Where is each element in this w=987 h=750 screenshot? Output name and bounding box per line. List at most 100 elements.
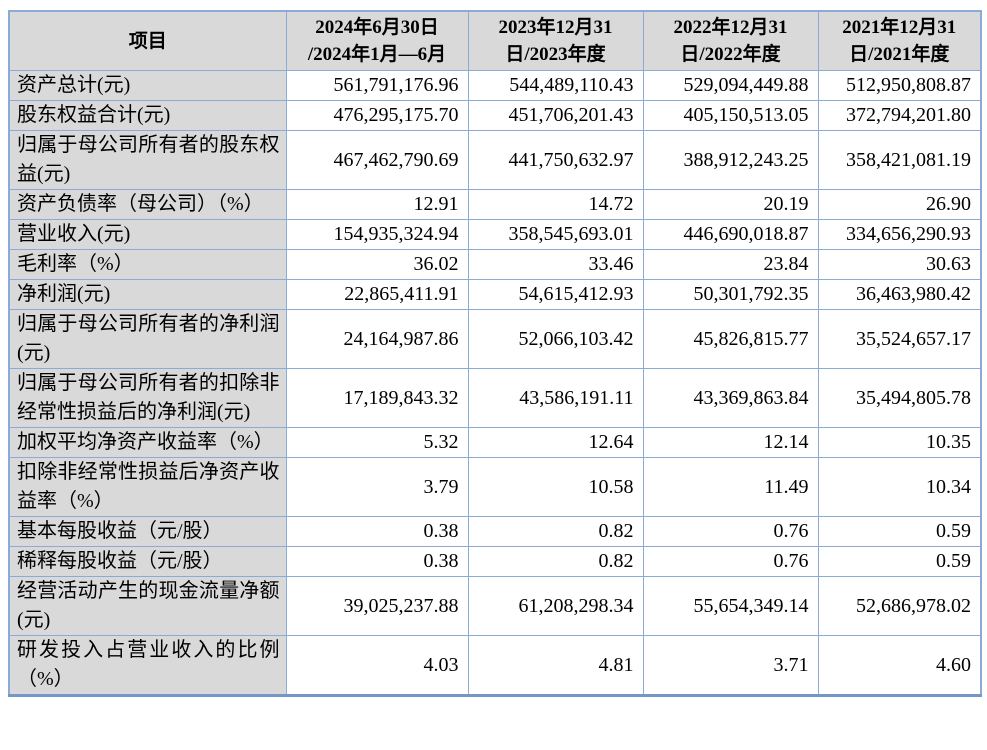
table-row: 归属于母公司所有者的净利润(元) 24,164,987.86 52,066,10… <box>8 309 982 369</box>
row-label: 稀释每股收益（元/股） <box>8 546 287 577</box>
row-label: 经营活动产生的现金流量净额(元) <box>8 576 287 636</box>
row-label: 归属于母公司所有者的股东权益(元) <box>8 130 287 190</box>
table-row: 研发投入占营业收入的比例（%） 4.03 4.81 3.71 4.60 <box>8 635 982 696</box>
row-label: 扣除非经常性损益后净资产收益率（%） <box>8 457 287 517</box>
cell-value: 467,462,790.69 <box>285 130 469 190</box>
cell-value: 22,865,411.91 <box>285 279 469 310</box>
cell-value: 55,654,349.14 <box>642 576 819 636</box>
cell-value: 0.76 <box>642 516 819 547</box>
cell-value: 0.59 <box>817 546 982 577</box>
table-row: 毛利率（%） 36.02 33.46 23.84 30.63 <box>8 249 982 280</box>
cell-value: 451,706,201.43 <box>467 100 644 131</box>
cell-value: 35,524,657.17 <box>817 309 982 369</box>
cell-value: 43,586,191.11 <box>467 368 644 428</box>
cell-value: 36,463,980.42 <box>817 279 982 310</box>
cell-value: 33.46 <box>467 249 644 280</box>
cell-value: 4.81 <box>467 635 644 696</box>
table-header: 项目 2024年6月30日 /2024年1月—6月 2023年12月31 日/2… <box>8 10 982 71</box>
cell-value: 476,295,175.70 <box>285 100 469 131</box>
financial-summary-table: 项目 2024年6月30日 /2024年1月—6月 2023年12月31 日/2… <box>8 10 982 697</box>
row-label: 毛利率（%） <box>8 249 287 280</box>
row-label: 归属于母公司所有者的净利润(元) <box>8 309 287 369</box>
row-label: 营业收入(元) <box>8 219 287 250</box>
header-row: 项目 2024年6月30日 /2024年1月—6月 2023年12月31 日/2… <box>8 10 982 71</box>
table-row: 资产负债率（母公司）（%） 12.91 14.72 20.19 26.90 <box>8 189 982 220</box>
cell-value: 0.38 <box>285 516 469 547</box>
column-header-2024: 2024年6月30日 /2024年1月—6月 <box>285 10 469 71</box>
table-row: 净利润(元) 22,865,411.91 54,615,412.93 50,30… <box>8 279 982 310</box>
row-label: 基本每股收益（元/股） <box>8 516 287 547</box>
cell-value: 10.58 <box>467 457 644 517</box>
column-header-2022: 2022年12月31 日/2022年度 <box>642 10 819 71</box>
cell-value: 35,494,805.78 <box>817 368 982 428</box>
cell-value: 441,750,632.97 <box>467 130 644 190</box>
cell-value: 512,950,808.87 <box>817 70 982 101</box>
cell-value: 0.82 <box>467 516 644 547</box>
cell-value: 4.60 <box>817 635 982 696</box>
cell-value: 544,489,110.43 <box>467 70 644 101</box>
cell-value: 5.32 <box>285 427 469 458</box>
cell-value: 12.91 <box>285 189 469 220</box>
table-row: 基本每股收益（元/股） 0.38 0.82 0.76 0.59 <box>8 516 982 547</box>
column-header-item: 项目 <box>8 10 287 71</box>
cell-value: 372,794,201.80 <box>817 100 982 131</box>
cell-value: 23.84 <box>642 249 819 280</box>
column-header-2021: 2021年12月31 日/2021年度 <box>817 10 982 71</box>
table-row: 加权平均净资产收益率（%） 5.32 12.64 12.14 10.35 <box>8 427 982 458</box>
table-row: 归属于母公司所有者的扣除非经常性损益后的净利润(元) 17,189,843.32… <box>8 368 982 428</box>
row-label: 净利润(元) <box>8 279 287 310</box>
row-label: 股东权益合计(元) <box>8 100 287 131</box>
table-row: 归属于母公司所有者的股东权益(元) 467,462,790.69 441,750… <box>8 130 982 190</box>
table-row: 股东权益合计(元) 476,295,175.70 451,706,201.43 … <box>8 100 982 131</box>
cell-value: 52,066,103.42 <box>467 309 644 369</box>
cell-value: 54,615,412.93 <box>467 279 644 310</box>
cell-value: 24,164,987.86 <box>285 309 469 369</box>
row-label: 资产负债率（母公司）（%） <box>8 189 287 220</box>
cell-value: 11.49 <box>642 457 819 517</box>
cell-value: 10.34 <box>817 457 982 517</box>
cell-value: 20.19 <box>642 189 819 220</box>
cell-value: 0.38 <box>285 546 469 577</box>
cell-value: 43,369,863.84 <box>642 368 819 428</box>
financial-table-container: 项目 2024年6月30日 /2024年1月—6月 2023年12月31 日/2… <box>8 10 982 697</box>
cell-value: 45,826,815.77 <box>642 309 819 369</box>
column-header-2023: 2023年12月31 日/2023年度 <box>467 10 644 71</box>
cell-value: 0.82 <box>467 546 644 577</box>
cell-value: 3.79 <box>285 457 469 517</box>
cell-value: 36.02 <box>285 249 469 280</box>
cell-value: 0.59 <box>817 516 982 547</box>
cell-value: 50,301,792.35 <box>642 279 819 310</box>
table-row: 稀释每股收益（元/股） 0.38 0.82 0.76 0.59 <box>8 546 982 577</box>
cell-value: 14.72 <box>467 189 644 220</box>
cell-value: 17,189,843.32 <box>285 368 469 428</box>
row-label: 加权平均净资产收益率（%） <box>8 427 287 458</box>
cell-value: 61,208,298.34 <box>467 576 644 636</box>
cell-value: 154,935,324.94 <box>285 219 469 250</box>
table-row: 扣除非经常性损益后净资产收益率（%） 3.79 10.58 11.49 10.3… <box>8 457 982 517</box>
cell-value: 334,656,290.93 <box>817 219 982 250</box>
row-label: 资产总计(元) <box>8 70 287 101</box>
table-row: 资产总计(元) 561,791,176.96 544,489,110.43 52… <box>8 70 982 101</box>
cell-value: 39,025,237.88 <box>285 576 469 636</box>
row-label: 研发投入占营业收入的比例（%） <box>8 635 287 696</box>
table-body: 资产总计(元) 561,791,176.96 544,489,110.43 52… <box>8 70 982 696</box>
cell-value: 4.03 <box>285 635 469 696</box>
table-row: 营业收入(元) 154,935,324.94 358,545,693.01 44… <box>8 219 982 250</box>
cell-value: 12.14 <box>642 427 819 458</box>
cell-value: 12.64 <box>467 427 644 458</box>
cell-value: 358,421,081.19 <box>817 130 982 190</box>
cell-value: 561,791,176.96 <box>285 70 469 101</box>
cell-value: 388,912,243.25 <box>642 130 819 190</box>
cell-value: 10.35 <box>817 427 982 458</box>
row-label: 归属于母公司所有者的扣除非经常性损益后的净利润(元) <box>8 368 287 428</box>
cell-value: 52,686,978.02 <box>817 576 982 636</box>
cell-value: 30.63 <box>817 249 982 280</box>
cell-value: 446,690,018.87 <box>642 219 819 250</box>
cell-value: 26.90 <box>817 189 982 220</box>
cell-value: 529,094,449.88 <box>642 70 819 101</box>
cell-value: 0.76 <box>642 546 819 577</box>
table-row: 经营活动产生的现金流量净额(元) 39,025,237.88 61,208,29… <box>8 576 982 636</box>
cell-value: 358,545,693.01 <box>467 219 644 250</box>
cell-value: 405,150,513.05 <box>642 100 819 131</box>
cell-value: 3.71 <box>642 635 819 696</box>
